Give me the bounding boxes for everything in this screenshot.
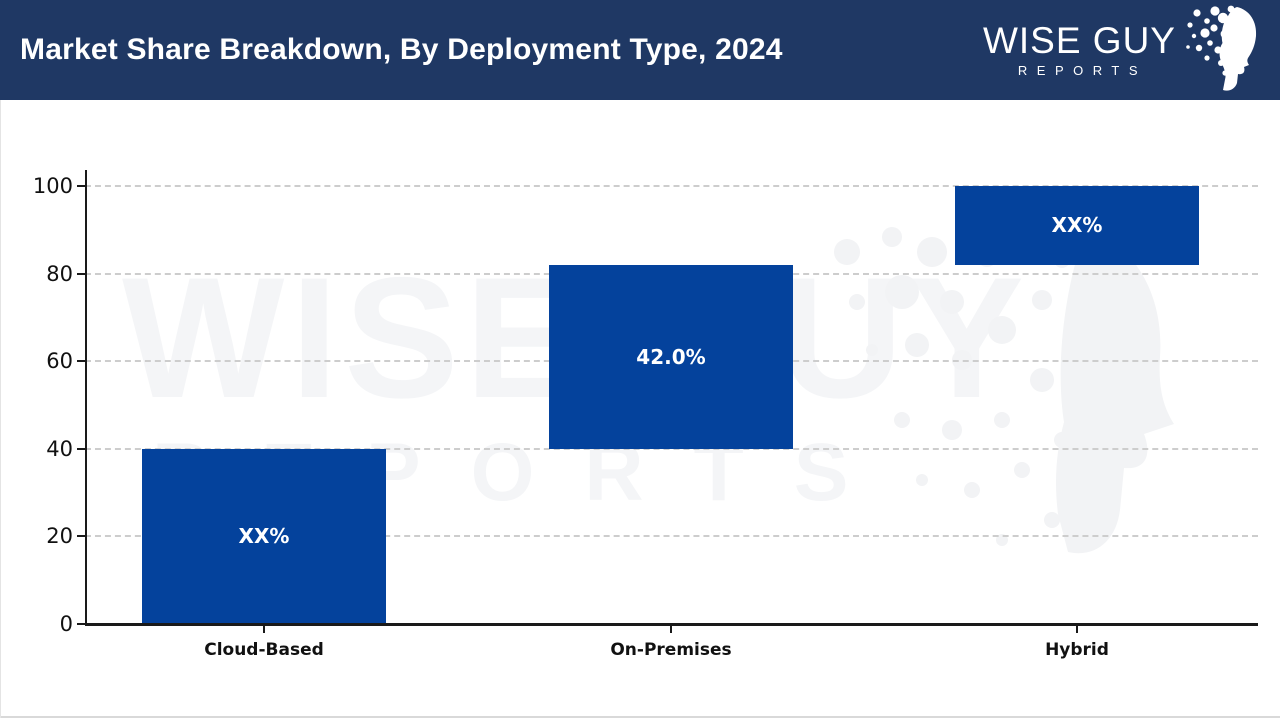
ytick-60 xyxy=(77,360,85,363)
logo-wordmark: WISE GUY xyxy=(982,19,1176,61)
header-bar: Market Share Breakdown, By Deployment Ty… xyxy=(0,0,1280,100)
bar-on-premises: 42.0% xyxy=(549,264,793,449)
gridline-40 xyxy=(85,447,1258,450)
xtick-0 xyxy=(263,626,265,633)
ytick-40 xyxy=(77,447,85,450)
bar-value-label: 42.0% xyxy=(636,344,706,369)
xtick-label-2: Hybrid xyxy=(1045,640,1109,660)
wiseguy-face-icon xyxy=(1178,3,1262,97)
ytick-80 xyxy=(77,272,85,275)
ytick-0 xyxy=(77,623,85,625)
ytick-20 xyxy=(77,535,85,538)
ytick-label-80: 80 xyxy=(46,261,73,286)
logo-text: WISE GUY REPORTS xyxy=(982,19,1176,79)
bar-cloud-based: XX% xyxy=(142,448,386,624)
page-title: Market Share Breakdown, By Deployment Ty… xyxy=(20,33,783,66)
ytick-label-60: 60 xyxy=(46,349,73,374)
ytick-label-0: 0 xyxy=(59,612,73,636)
y-axis xyxy=(85,170,87,626)
bar-value-label: XX% xyxy=(238,524,290,549)
bar-hybrid: XX% xyxy=(955,186,1199,265)
gridline-20 xyxy=(85,535,1258,538)
x-axis xyxy=(85,623,1258,626)
ytick-label-20: 20 xyxy=(46,524,73,549)
bar-value-label: XX% xyxy=(1051,213,1103,238)
xtick-2 xyxy=(1076,626,1078,633)
xtick-1 xyxy=(670,626,672,633)
logo-subtitle: REPORTS xyxy=(1017,63,1148,79)
ytick-label-100: 100 xyxy=(32,174,73,198)
xtick-label-0: Cloud-Based xyxy=(204,640,324,660)
watermark-face-icon xyxy=(812,212,1182,586)
gridline-100 xyxy=(85,185,1258,187)
page-left-border xyxy=(0,100,1,718)
wiseguy-logo: WISE GUY REPORTS xyxy=(983,3,1262,97)
xtick-label-1: On-Premises xyxy=(610,640,732,660)
ytick-100 xyxy=(77,185,85,187)
ytick-label-40: 40 xyxy=(46,436,73,461)
page-bottom-border xyxy=(0,716,1280,718)
